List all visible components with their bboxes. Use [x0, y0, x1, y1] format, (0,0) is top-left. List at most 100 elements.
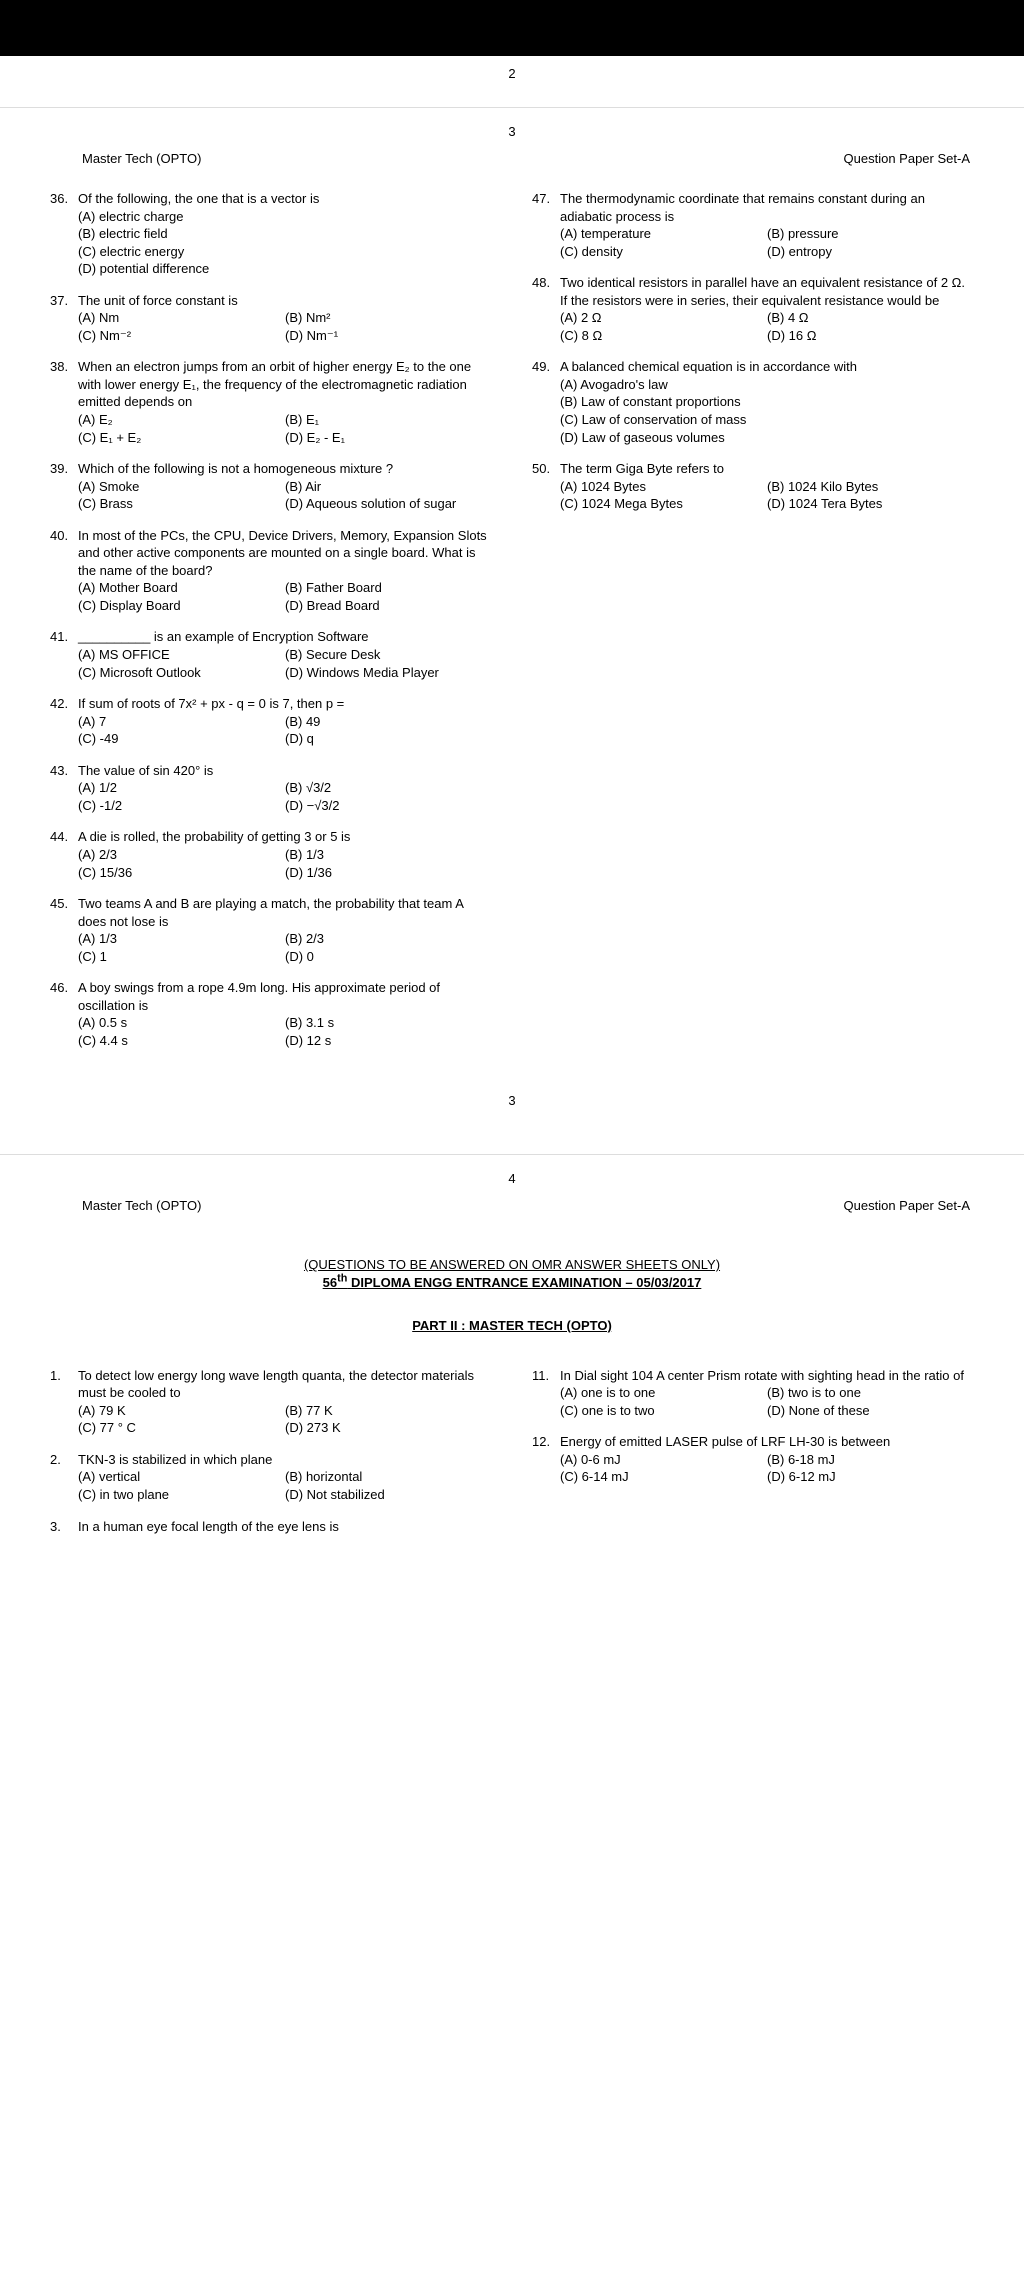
option: (C) 15/36 — [78, 864, 285, 882]
question: 46.A boy swings from a rope 4.9m long. H… — [50, 979, 492, 1049]
option: (C) one is to two — [560, 1402, 767, 1420]
option: (B) Law of constant proportions — [560, 393, 974, 411]
question-number: 36. — [50, 190, 68, 208]
options: (A) 0-6 mJ(B) 6-18 mJ(C) 6-14 mJ(D) 6-12… — [560, 1451, 974, 1486]
option: (B) 49 — [285, 713, 492, 731]
options: (A) 0.5 s(B) 3.1 s(C) 4.4 s(D) 12 s — [78, 1014, 492, 1049]
options: (A) Nm(B) Nm²(C) Nm⁻²(D) Nm⁻¹ — [78, 309, 492, 344]
option: (D) 1/36 — [285, 864, 492, 882]
question: 44. A die is rolled, the probability of g… — [50, 828, 492, 881]
question: 43.The value of sin 420° is(A) 1/2(B) √3… — [50, 762, 492, 815]
option: (A) 7 — [78, 713, 285, 731]
question-number: 43. — [50, 762, 68, 780]
option: (C) Brass — [78, 495, 285, 513]
option: (D) Windows Media Player — [285, 664, 492, 682]
question-text: Two identical resistors in parallel have… — [560, 274, 974, 309]
exam-num: 56 — [323, 1275, 337, 1290]
right-column: 47.The thermodynamic coordinate that rem… — [532, 190, 974, 1063]
option: (D) 6-12 mJ — [767, 1468, 974, 1486]
option: (C) E₁ + E₂ — [78, 429, 285, 447]
option: (C) in two plane — [78, 1486, 285, 1504]
option: (B) 3.1 s — [285, 1014, 492, 1032]
option: (B) pressure — [767, 225, 974, 243]
question-text: A die is rolled, the probability of gett… — [78, 828, 492, 846]
question-number: 40. — [50, 527, 68, 545]
question-number: 44. — [50, 828, 68, 846]
option: (D) entropy — [767, 243, 974, 261]
question-text: In a human eye focal length of the eye l… — [78, 1518, 492, 1536]
question: 3. In a human eye focal length of the eye… — [50, 1518, 492, 1536]
omr-instruction: (QUESTIONS TO BE ANSWERED ON OMR ANSWER … — [50, 1257, 974, 1272]
options: (A) E₂(B) E₁(C) E₁ + E₂(D) E₂ - E₁ — [78, 411, 492, 446]
question: 39. Which of the following is not a homog… — [50, 460, 492, 513]
options: (A) MS OFFICE(B) Secure Desk(C) Microsof… — [78, 646, 492, 681]
option: (C) Nm⁻² — [78, 327, 285, 345]
question-number: 12. — [532, 1433, 550, 1451]
question-text: The term Giga Byte refers to — [560, 460, 974, 478]
question-text: __________ is an example of Encryption S… — [78, 628, 492, 646]
exam-sup: th — [337, 1272, 347, 1284]
options: (A) vertical(B) horizontal(C) in two pla… — [78, 1468, 492, 1503]
options: (A) Avogadro's law(B) Law of constant pr… — [560, 376, 974, 446]
question-number: 3. — [50, 1518, 61, 1536]
options: (A) 2/3(B) 1/3(C) 15/36(D) 1/36 — [78, 846, 492, 881]
option: (A) 1/3 — [78, 930, 285, 948]
page-number-2: 2 — [0, 56, 1024, 101]
question-text: Which of the following is not a homogene… — [78, 460, 492, 478]
option: (D) q — [285, 730, 492, 748]
page-number-3-bottom: 3 — [50, 1063, 974, 1148]
options: (A) one is to one(B) two is to one(C) on… — [560, 1384, 974, 1419]
option: (C) density — [560, 243, 767, 261]
question: 38.When an electron jumps from an orbit … — [50, 358, 492, 446]
option: (A) Avogadro's law — [560, 376, 974, 394]
option: (C) Law of conservation of mass — [560, 411, 974, 429]
options: (A) temperature(B) pressure(C) density(D… — [560, 225, 974, 260]
question-text: Of the following, the one that is a vect… — [78, 190, 492, 208]
option: (A) 2/3 — [78, 846, 285, 864]
option: (A) 0-6 mJ — [560, 1451, 767, 1469]
options: (A) 1024 Bytes(B) 1024 Kilo Bytes(C) 102… — [560, 478, 974, 513]
options: (A) 7(B) 49(C) -49(D) q — [78, 713, 492, 748]
option: (A) Mother Board — [78, 579, 285, 597]
option: (C) 77 ° C — [78, 1419, 285, 1437]
header-right: Question Paper Set-A — [844, 151, 970, 166]
question-number: 45. — [50, 895, 68, 913]
option: (B) Nm² — [285, 309, 492, 327]
header-right: Question Paper Set-A — [844, 1198, 970, 1213]
left-column: 1.To detect low energy long wave length … — [50, 1367, 492, 1549]
option: (C) -49 — [78, 730, 285, 748]
right-column: 11.In Dial sight 104 A center Prism rota… — [532, 1367, 974, 1549]
option: (B) Father Board — [285, 579, 492, 597]
question-text: In Dial sight 104 A center Prism rotate … — [560, 1367, 974, 1385]
option: (C) electric energy — [78, 243, 492, 261]
option: (D) Aqueous solution of sugar — [285, 495, 492, 513]
question-text: The value of sin 420° is — [78, 762, 492, 780]
options: (A) electric charge(B) electric field(C)… — [78, 208, 492, 278]
option: (B) √3/2 — [285, 779, 492, 797]
page-4: 4 Master Tech (OPTO) Question Paper Set-… — [0, 1171, 1024, 1549]
option: (C) 4.4 s — [78, 1032, 285, 1050]
option: (B) electric field — [78, 225, 492, 243]
question-number: 48. — [532, 274, 550, 292]
option: (A) electric charge — [78, 208, 492, 226]
question: 2.TKN-3 is stabilized in which plane(A) … — [50, 1451, 492, 1504]
question-number: 1. — [50, 1367, 61, 1385]
options: (A) Mother Board(B) Father Board(C) Disp… — [78, 579, 492, 614]
question-number: 39. — [50, 460, 68, 478]
option: (C) Microsoft Outlook — [78, 664, 285, 682]
option: (B) 4 Ω — [767, 309, 974, 327]
question-number: 50. — [532, 460, 550, 478]
options: (A) 79 K(B) 77 K(C) 77 ° C(D) 273 K — [78, 1402, 492, 1437]
part-heading: PART II : MASTER TECH (OPTO) — [412, 1318, 612, 1333]
option: (C) 6-14 mJ — [560, 1468, 767, 1486]
option: (C) Display Board — [78, 597, 285, 615]
option: (C) 1024 Mega Bytes — [560, 495, 767, 513]
question-text: When an electron jumps from an orbit of … — [78, 358, 492, 411]
question: 1.To detect low energy long wave length … — [50, 1367, 492, 1437]
separator — [0, 107, 1024, 108]
question: 49.A balanced chemical equation is in ac… — [532, 358, 974, 446]
page-number-3-top: 3 — [50, 124, 974, 139]
question: 50. The term Giga Byte refers to(A) 1024 … — [532, 460, 974, 513]
option: (D) 12 s — [285, 1032, 492, 1050]
option: (A) MS OFFICE — [78, 646, 285, 664]
